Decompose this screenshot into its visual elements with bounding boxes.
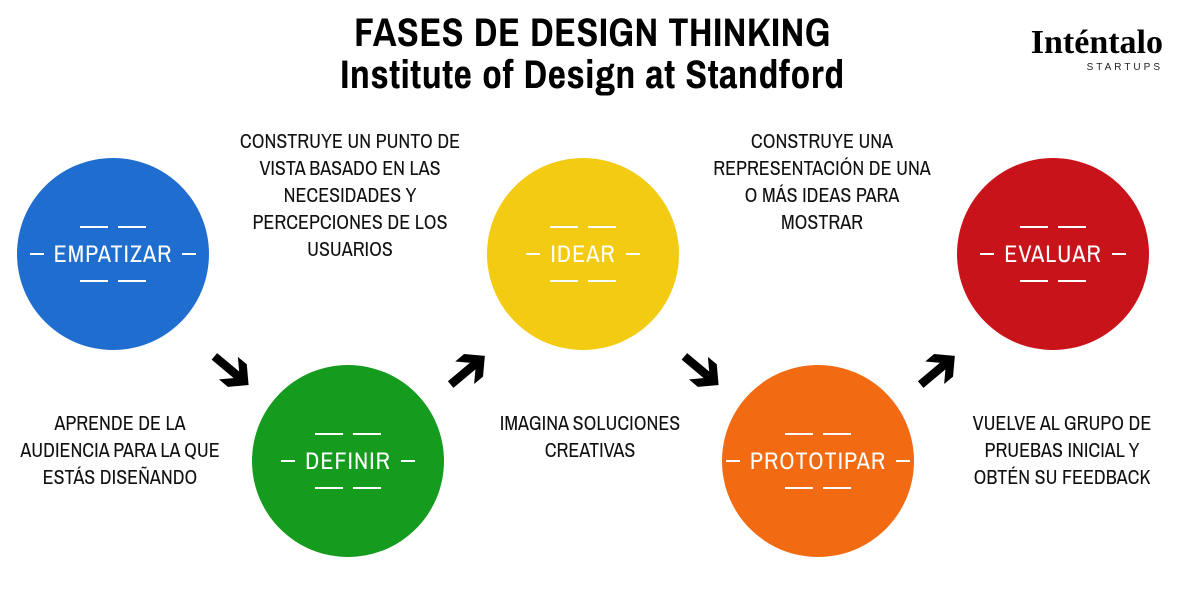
infographic-canvas: { "layout": { "width": 1185, "height": 6… — [0, 0, 1185, 603]
phase-circle-prototipar: PROTOTIPAR — [722, 365, 914, 557]
brand-logo: Inténtalo STARTUPS — [1031, 24, 1163, 73]
arrow-3: ➔ — [659, 324, 746, 415]
phase-label-empatizar: EMPATIZAR — [54, 238, 173, 270]
arrow-2: ➔ — [423, 324, 510, 415]
phase-label-prototipar: PROTOTIPAR — [750, 445, 886, 477]
phase-label-idear: IDEAR — [550, 238, 615, 270]
logo-sub: STARTUPS — [1031, 62, 1163, 73]
phase-circle-idear: IDEAR — [487, 158, 679, 350]
title-line2: Institute of Design at Standford — [0, 54, 1185, 96]
phase-circle-empatizar: EMPATIZAR — [17, 158, 209, 350]
logo-main: Inténtalo — [1031, 24, 1163, 62]
arrow-1: ➔ — [189, 324, 276, 415]
phase-label-definir: DEFINIR — [305, 445, 391, 477]
phase-desc-idear: IMAGINA SOLUCIONES CREATIVAS — [490, 410, 690, 464]
phase-desc-empatizar: APRENDE DE LA AUDIENCIA PARA LA QUE ESTÁ… — [20, 410, 220, 491]
phase-desc-prototipar: CONSTRUYE UNA REPRESENTACIÓN DE UNA O MÁ… — [712, 128, 932, 236]
phase-label-evaluar: EVALUAR — [1004, 238, 1101, 270]
phase-circle-definir: DEFINIR — [252, 365, 444, 557]
phase-circle-evaluar: EVALUAR — [957, 158, 1149, 350]
arrow-4: ➔ — [893, 324, 980, 415]
phase-desc-evaluar: VUELVE AL GRUPO DE PRUEBAS INICIAL Y OBT… — [958, 410, 1166, 491]
phase-desc-definir: CONSTRUYE UN PUNTO DE VISTA BASADO EN LA… — [230, 128, 470, 263]
main-title: FASES DE DESIGN THINKING Institute of De… — [0, 12, 1185, 96]
